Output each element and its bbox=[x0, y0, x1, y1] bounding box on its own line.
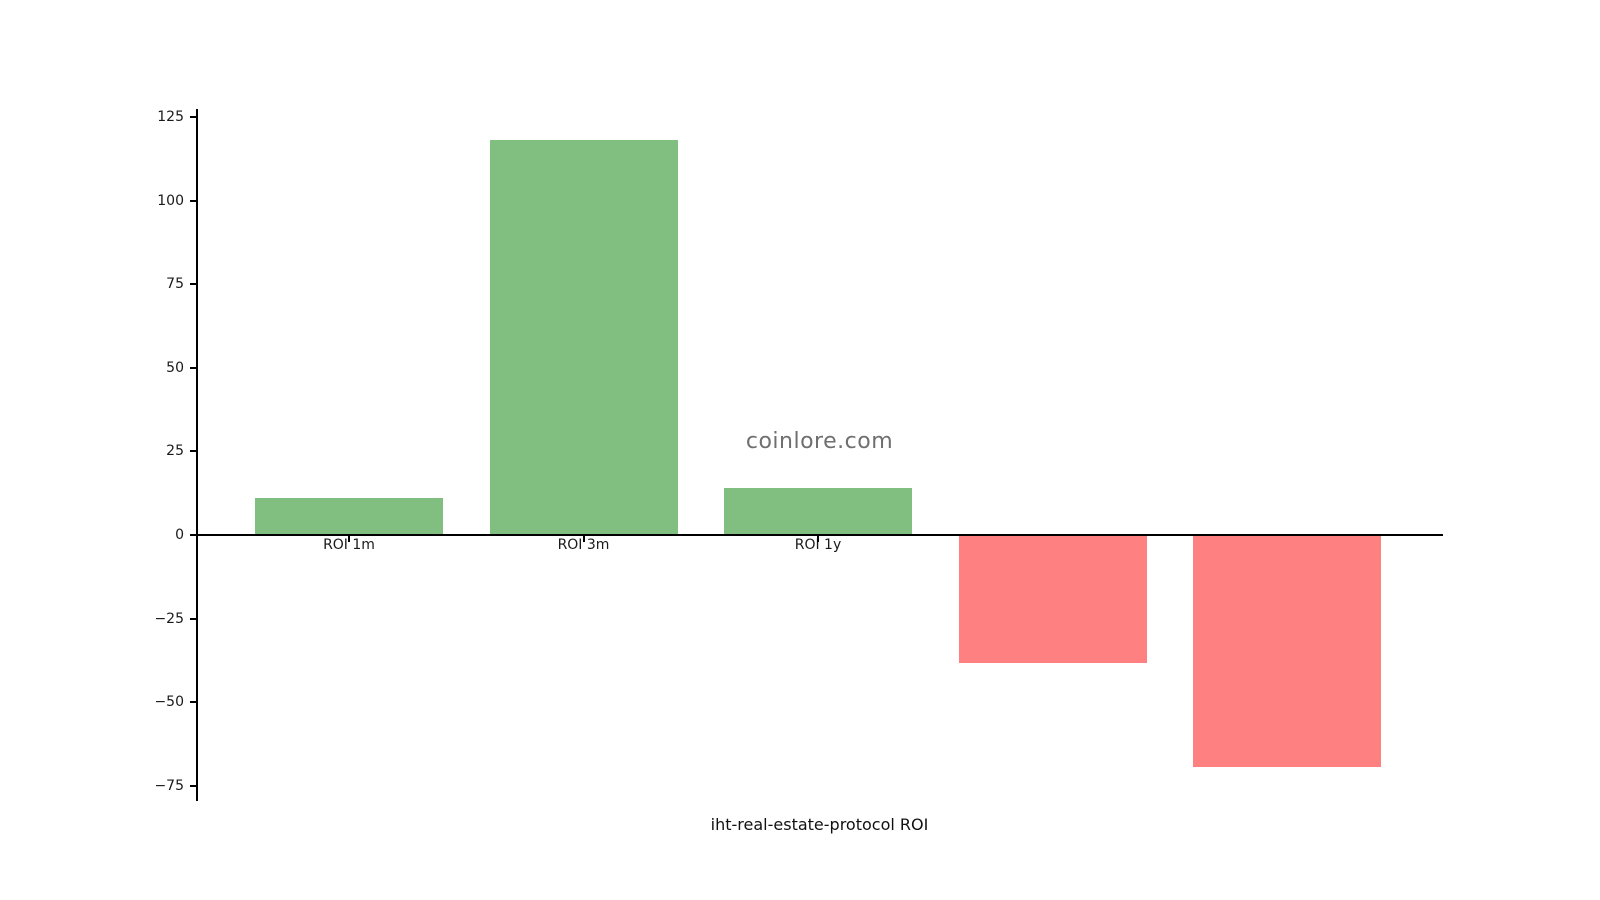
bar-roi-1y bbox=[724, 488, 912, 535]
y-tick bbox=[190, 115, 196, 118]
y-tick-label: 50 bbox=[166, 359, 184, 376]
x-axis-zero-line bbox=[196, 534, 1443, 536]
y-tick-label: −25 bbox=[154, 610, 184, 627]
y-tick bbox=[190, 534, 196, 536]
x-tick-label: ROI 1m bbox=[323, 537, 375, 553]
y-tick bbox=[190, 283, 196, 286]
x-tick-label: ROI 1y bbox=[794, 537, 842, 553]
y-tick bbox=[190, 617, 196, 620]
x-tick bbox=[817, 536, 819, 542]
y-tick bbox=[190, 450, 196, 453]
bar-unlabeled-4 bbox=[1193, 536, 1381, 767]
y-tick-label: −50 bbox=[154, 694, 184, 711]
x-tick bbox=[348, 536, 350, 542]
bar-roi-3m bbox=[489, 140, 678, 535]
y-tick-label: 75 bbox=[166, 276, 184, 293]
y-tick bbox=[190, 366, 196, 369]
chart-title: iht-real-estate-protocol ROI bbox=[710, 815, 929, 834]
y-tick bbox=[190, 784, 196, 787]
y-tick-label: −75 bbox=[154, 777, 184, 794]
bar-roi-1m bbox=[255, 498, 443, 535]
y-tick-label: 100 bbox=[157, 192, 184, 209]
y-tick-label: 125 bbox=[157, 108, 184, 125]
y-axis-line bbox=[196, 108, 198, 801]
y-tick-label: 0 bbox=[175, 527, 184, 543]
watermark-text: coinlore.com bbox=[745, 429, 894, 454]
x-tick bbox=[582, 536, 585, 542]
y-tick-label: 25 bbox=[166, 443, 184, 460]
bar-unlabeled-3 bbox=[958, 536, 1147, 664]
y-tick bbox=[190, 199, 196, 202]
y-tick bbox=[190, 701, 196, 704]
x-tick-label: ROI 3m bbox=[557, 537, 610, 553]
